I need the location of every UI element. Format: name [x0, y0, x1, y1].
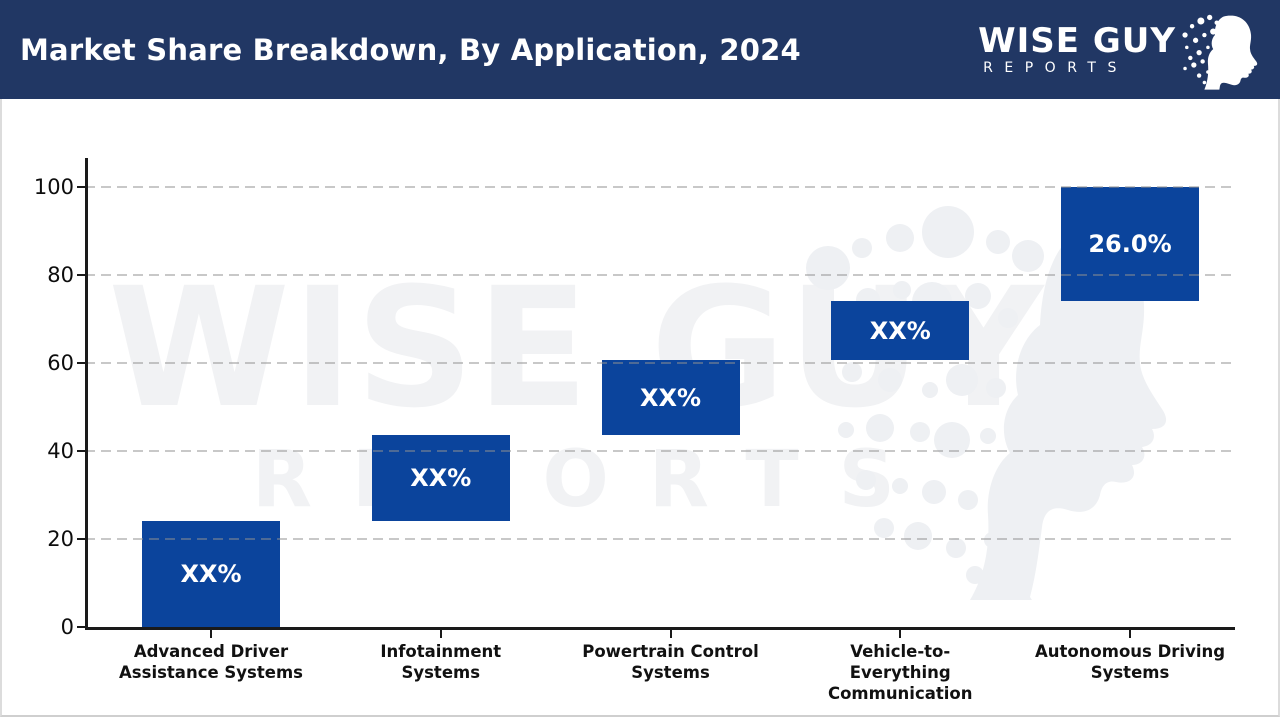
x-category-label-4: Vehicle-to- Everything Communication: [827, 642, 973, 703]
logo-face-icon: [1182, 14, 1258, 90]
y-tick-label-40: 40: [47, 438, 74, 463]
y-tick-label-80: 80: [47, 262, 74, 287]
logo-text: WISE GUY REPORTS: [978, 23, 1176, 77]
page-title: Market Share Breakdown, By Application, …: [20, 32, 801, 67]
x-tick-3: [669, 628, 672, 638]
x-category-label-2: Infotainment Systems: [380, 642, 502, 682]
bar-value-label: XX%: [410, 464, 472, 493]
gridline-60: [85, 361, 1235, 364]
x-tick-2: [439, 628, 442, 638]
header-band: Market Share Breakdown, By Application, …: [0, 0, 1280, 99]
x-category-label-5: Autonomous Driving Systems: [1034, 642, 1226, 682]
bar-2: XX%: [371, 435, 510, 522]
x-category-label-3: Powertrain Control Systems: [582, 642, 759, 682]
gridline-20: [85, 537, 1235, 540]
y-tick-label-20: 20: [47, 526, 74, 551]
x-tick-1: [210, 628, 212, 638]
y-tick-0: [77, 626, 85, 628]
bar-4: XX%: [831, 301, 970, 361]
watermark-subtitle: REPORTS: [252, 435, 935, 525]
x-category-label-1: Advanced Driver Assistance Systems: [119, 642, 303, 682]
y-tick-80: [77, 273, 85, 276]
y-axis-spine: [85, 158, 88, 630]
y-tick-label-100: 100: [33, 174, 74, 199]
bar-value-label: XX%: [180, 560, 242, 589]
bar-value-label: 26.0%: [1088, 229, 1172, 258]
y-tick-100: [77, 185, 85, 188]
bar-value-label: XX%: [639, 383, 702, 412]
bar-5: 26.0%: [1061, 186, 1199, 302]
y-tick-label-0: 0: [60, 615, 74, 639]
x-tick-5: [1129, 628, 1131, 638]
wise-guy-reports-logo: WISE GUY REPORTS: [978, 7, 1266, 93]
gridline-100: [85, 185, 1235, 188]
gridline-40: [85, 449, 1235, 452]
y-tick-40: [77, 449, 85, 452]
x-tick-4: [899, 628, 902, 638]
logo-wordmark: WISE GUY: [978, 20, 1176, 61]
bar-3: XX%: [601, 360, 740, 436]
x-axis-spine: [85, 627, 1235, 630]
y-tick-60: [77, 361, 85, 364]
y-tick-20: [77, 537, 85, 540]
y-tick-label-60: 60: [47, 350, 74, 375]
gridline-80: [85, 273, 1235, 276]
logo-subtitle: REPORTS: [983, 59, 1128, 76]
bar-value-label: XX%: [869, 316, 931, 345]
